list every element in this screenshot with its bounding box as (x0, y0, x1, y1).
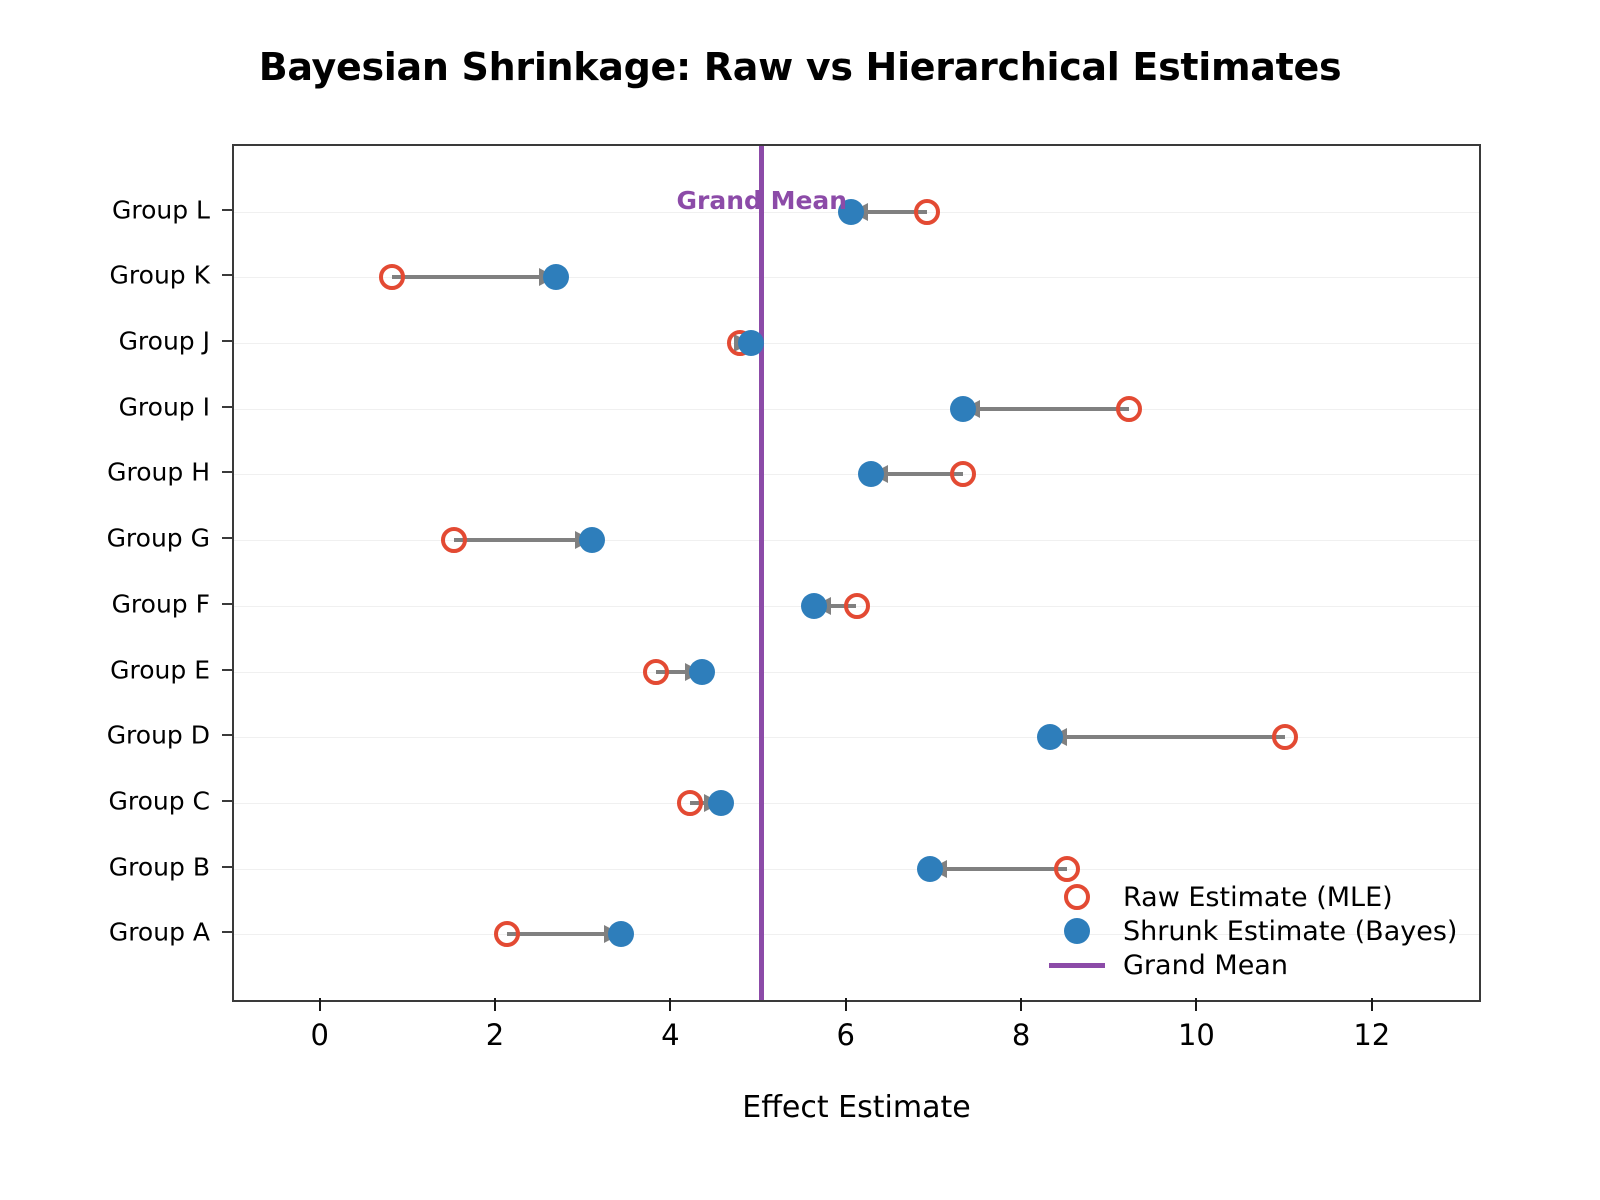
gridline (234, 474, 1479, 476)
shrinkage-connector (813, 603, 857, 608)
x-axis-tick-label: 10 (1177, 1018, 1215, 1052)
shrinkage-connector (871, 472, 964, 477)
shrunk-estimate-marker[interactable] (708, 789, 735, 816)
x-axis-tick-mark (1020, 998, 1023, 1011)
raw-estimate-marker[interactable] (950, 461, 977, 488)
shrunk-estimate-marker[interactable] (858, 461, 885, 488)
x-axis-tick-label: 12 (1353, 1018, 1391, 1052)
y-axis-tick-label: Group E (110, 655, 210, 685)
raw-estimate-marker[interactable] (843, 592, 870, 619)
shrunk-estimate-marker[interactable] (607, 921, 634, 948)
x-axis-tick-label: 4 (661, 1018, 680, 1052)
shrinkage-connector (454, 538, 592, 543)
shrunk-estimate-marker[interactable] (838, 198, 865, 225)
legend-label-raw: Raw Estimate (MLE) (1123, 881, 1393, 913)
x-axis-title: Effect Estimate (742, 1090, 971, 1125)
y-axis-tick-mark (222, 340, 232, 343)
x-axis-tick-label: 0 (310, 1018, 329, 1052)
shrunk-estimate-marker[interactable] (578, 527, 605, 554)
gridline (234, 737, 1479, 739)
x-axis-tick-label: 8 (1011, 1018, 1031, 1052)
shrinkage-connector (1050, 735, 1286, 740)
y-axis-tick-mark (222, 734, 232, 737)
y-axis-tick-label: Group L (112, 195, 210, 225)
shrinkage-connector (930, 866, 1067, 871)
raw-estimate-marker[interactable] (1116, 395, 1143, 422)
legend-item-shrunk: Shrunk Estimate (Bayes) (1045, 914, 1465, 948)
raw-estimate-marker[interactable] (441, 527, 468, 554)
y-axis-tick-label: Group C (108, 786, 210, 816)
y-axis-tick-label: Group H (107, 457, 210, 487)
y-axis-tick-label: Group B (108, 852, 210, 882)
y-axis-tick-mark (222, 931, 232, 934)
shrunk-estimate-marker[interactable] (949, 395, 976, 422)
raw-estimate-marker[interactable] (378, 264, 405, 291)
y-axis-tick-label: Group K (109, 260, 210, 290)
shrinkage-connector (851, 209, 927, 214)
gridline (234, 934, 1479, 936)
line-swatch-icon (1045, 948, 1123, 982)
gridline (234, 671, 1479, 673)
open-circle-marker-icon (1045, 880, 1123, 914)
x-axis-tick-mark (1370, 998, 1373, 1011)
page-title: Bayesian Shrinkage: Raw vs Hierarchical … (258, 45, 1342, 89)
gridline (234, 408, 1479, 410)
filled-circle-marker-icon (1045, 914, 1123, 948)
shrunk-estimate-marker[interactable] (689, 658, 716, 685)
chart-legend: Raw Estimate (MLE) Shrunk Estimate (Baye… (1045, 880, 1465, 982)
y-axis-tick-label: Group D (106, 720, 210, 750)
raw-estimate-marker[interactable] (493, 921, 520, 948)
shrunk-estimate-marker[interactable] (800, 592, 827, 619)
y-axis-tick-label: Group G (106, 523, 210, 553)
x-axis-tick-mark (669, 998, 672, 1011)
shrunk-estimate-marker[interactable] (738, 330, 765, 357)
gridline (234, 343, 1479, 345)
y-axis-tick-mark (222, 602, 232, 605)
y-axis-tick-mark (222, 668, 232, 671)
x-axis-tick-label: 2 (485, 1018, 505, 1052)
x-axis-tick-mark (844, 998, 847, 1011)
y-axis-tick-mark (222, 799, 232, 802)
raw-estimate-marker[interactable] (642, 658, 669, 685)
gridline (234, 868, 1479, 870)
y-axis-tick-mark (222, 405, 232, 408)
shrinkage-connector (391, 275, 556, 280)
gridline (234, 277, 1479, 279)
raw-estimate-marker[interactable] (1053, 855, 1080, 882)
x-axis-tick-mark (318, 998, 321, 1011)
y-axis-tick-mark (222, 865, 232, 868)
shrunk-estimate-marker[interactable] (542, 264, 569, 291)
legend-label-shrunk: Shrunk Estimate (Bayes) (1123, 915, 1458, 947)
y-axis-tick-mark (222, 537, 232, 540)
y-axis-tick-mark (222, 274, 232, 277)
gridline (234, 802, 1479, 804)
grand-mean-annotation: Grand Mean (676, 186, 848, 215)
y-axis-tick-label: Group I (118, 392, 210, 422)
shrinkage-connector (506, 932, 621, 937)
shrunk-estimate-marker[interactable] (1037, 724, 1064, 751)
gridline (234, 540, 1479, 542)
raw-estimate-marker[interactable] (676, 789, 703, 816)
shrinkage-connector (655, 669, 703, 674)
y-axis-tick-label: Group J (118, 326, 210, 356)
y-axis-tick-mark (222, 471, 232, 474)
shrinkage-connector (962, 406, 1130, 411)
plot-area: Grand Mean (232, 144, 1481, 1002)
shrunk-estimate-marker[interactable] (917, 855, 944, 882)
plot-inner: Grand Mean (234, 146, 1479, 1000)
legend-label-grand-mean: Grand Mean (1123, 949, 1288, 981)
raw-estimate-marker[interactable] (1272, 724, 1299, 751)
y-axis-tick-label: Group A (108, 917, 210, 947)
raw-estimate-marker[interactable] (913, 198, 940, 225)
y-axis-tick-label: Group F (111, 589, 210, 619)
x-axis-tick-mark (1195, 998, 1198, 1011)
legend-item-grand-mean: Grand Mean (1045, 948, 1465, 982)
grand-mean-line (759, 146, 765, 1000)
y-axis-tick-mark (222, 208, 232, 211)
legend-item-raw: Raw Estimate (MLE) (1045, 880, 1465, 914)
x-axis-tick-label: 6 (836, 1018, 855, 1052)
x-axis-tick-mark (494, 998, 497, 1011)
